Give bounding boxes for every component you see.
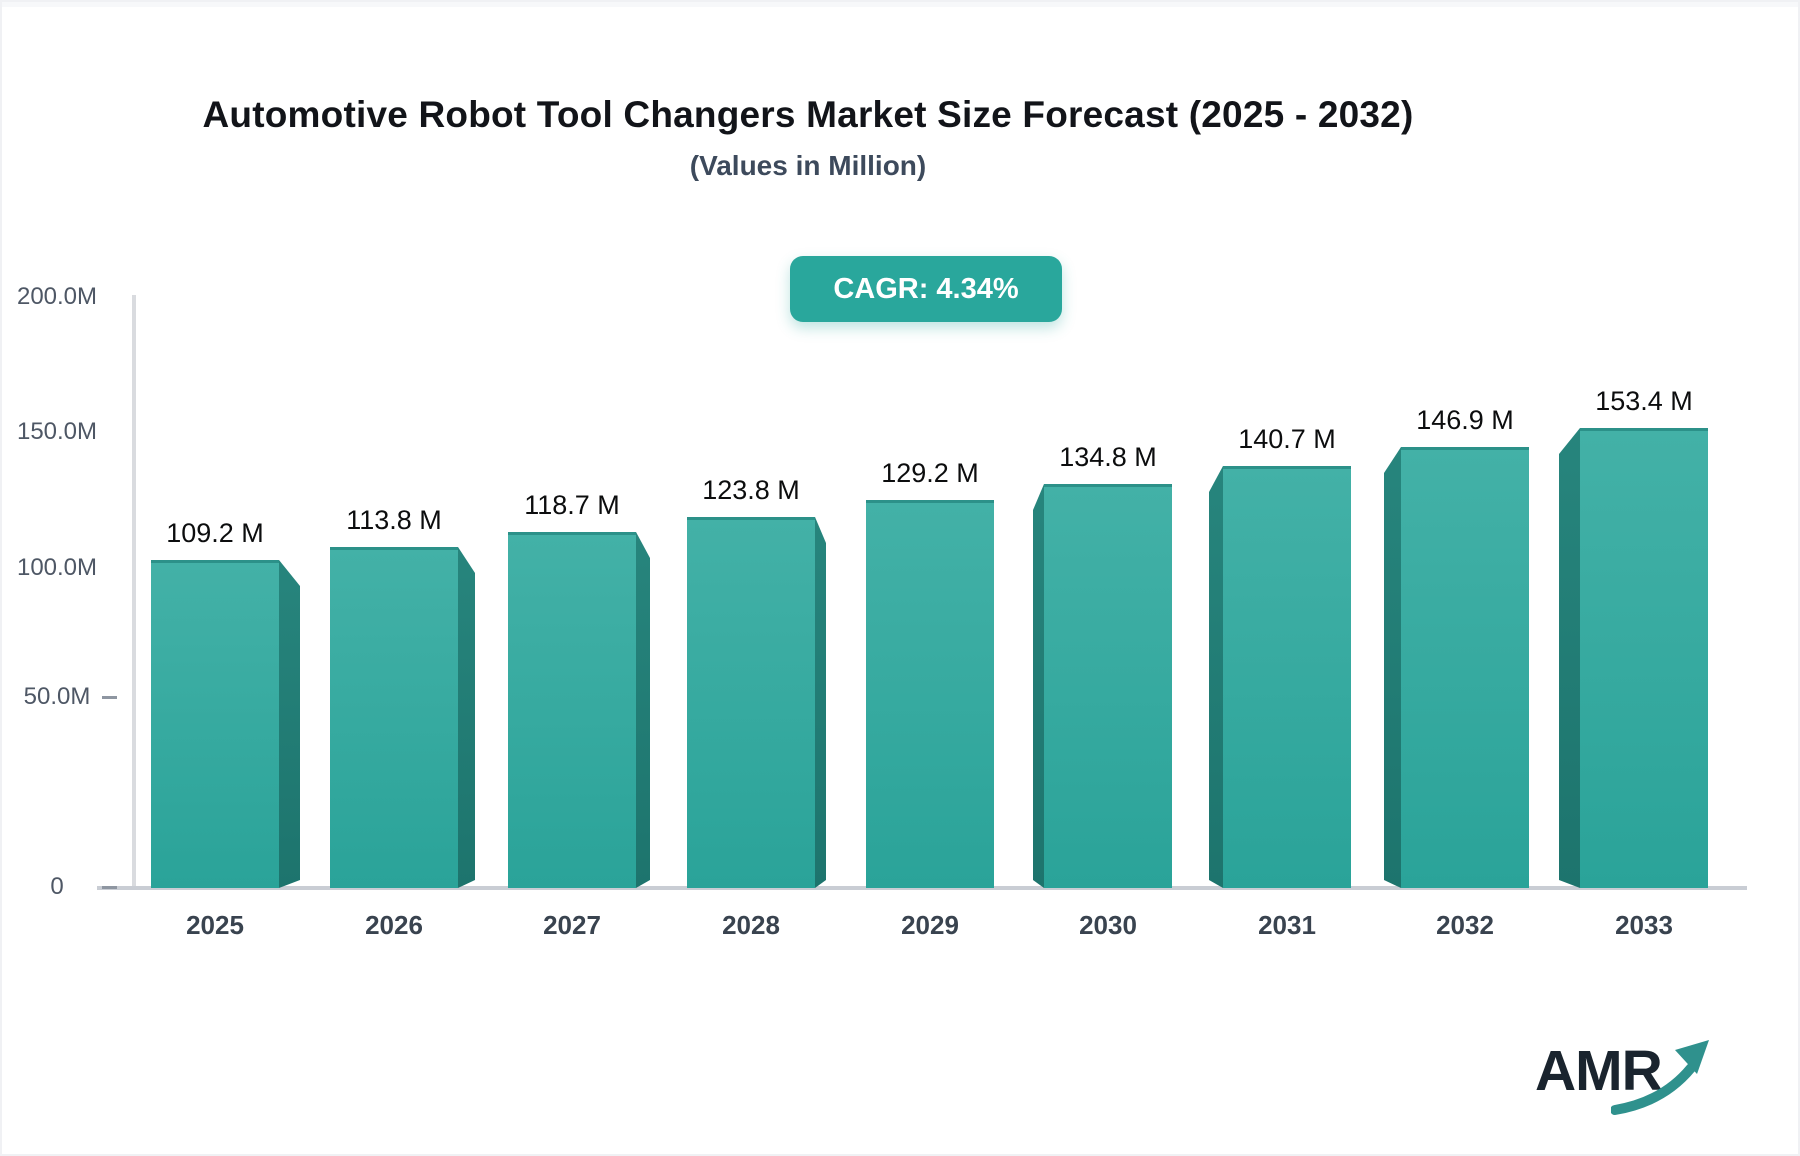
x-axis-label-2026: 2026 <box>365 910 423 940</box>
bar-face <box>1223 466 1351 888</box>
x-axis-label-2025: 2025 <box>186 910 244 940</box>
bar-face <box>1401 447 1529 888</box>
x-axis-label-2032: 2032 <box>1436 910 1494 940</box>
amr-logo-text: AMR <box>1535 1039 1663 1103</box>
x-axis-label-2028: 2028 <box>722 910 780 940</box>
x-axis-baseline <box>97 886 1747 890</box>
bar-2029: 129.2 M <box>866 458 994 888</box>
bar-2027: 118.7 M <box>508 490 636 888</box>
x-axis-label-2030: 2030 <box>1079 910 1137 940</box>
bar-side-3d <box>1209 466 1223 888</box>
cagr-badge: CAGR: 4.34% <box>790 256 1062 322</box>
bar-value-label: 109.2 M <box>166 518 264 548</box>
top-edge-strip <box>2 2 1798 7</box>
bar-value-label: 123.8 M <box>702 475 800 505</box>
bar-2031: 140.7 M <box>1223 424 1351 888</box>
y-axis-line <box>132 295 136 890</box>
bar-side-3d <box>815 517 826 888</box>
trend-up-arrow-icon <box>1611 1040 1709 1115</box>
y-axis-tick-label: 100.0M <box>16 554 98 581</box>
x-axis-label-2029: 2029 <box>901 910 959 940</box>
y-axis-tick-label: 200.0M <box>16 283 98 310</box>
bar-face <box>1044 484 1172 888</box>
bar-side-3d <box>636 532 650 888</box>
bar-2033: 153.4 M <box>1580 386 1708 888</box>
bar-side-3d <box>1384 447 1401 888</box>
bar-value-label: 118.7 M <box>524 490 620 520</box>
bar-2026: 113.8 M <box>330 505 458 888</box>
y-axis-tick-label: 50.0M <box>23 683 91 710</box>
bar-face <box>866 500 994 888</box>
bar-face <box>1580 428 1708 888</box>
bar-2032: 146.9 M <box>1401 405 1529 888</box>
bar-face <box>508 532 636 888</box>
y-axis-tick-label: 0 <box>50 873 64 900</box>
bar-value-label: 134.8 M <box>1059 442 1157 472</box>
chart-title: Automotive Robot Tool Changers Market Si… <box>202 94 1414 135</box>
bar-2028: 123.8 M <box>687 475 815 888</box>
y-axis-tick-mark <box>102 696 117 699</box>
bar-value-label: 140.7 M <box>1238 424 1336 454</box>
bar-2025: 109.2 M <box>151 518 279 888</box>
bar-face <box>151 560 279 888</box>
bar-value-label: 153.4 M <box>1595 386 1693 416</box>
bar-side-3d <box>1033 484 1044 888</box>
bar-face <box>330 547 458 888</box>
chart-subtitle: (Values in Million) <box>689 150 927 181</box>
y-axis-tick-label: 150.0M <box>16 418 98 445</box>
chart-header: Automotive Robot Tool Changers Market Si… <box>2 94 1614 182</box>
amr-logo: AMR <box>1535 1032 1715 1122</box>
bar-value-label: 146.9 M <box>1416 405 1514 435</box>
x-axis-label-2031: 2031 <box>1258 910 1316 940</box>
bar-value-label: 113.8 M <box>346 505 442 535</box>
y-axis-tick-mark <box>102 886 117 889</box>
bar-2030: 134.8 M <box>1044 442 1172 888</box>
x-axis-label-2033: 2033 <box>1615 910 1673 940</box>
bar-side-3d <box>458 547 475 888</box>
x-axis-label-2027: 2027 <box>543 910 601 940</box>
bar-value-label: 129.2 M <box>881 458 979 488</box>
bar-side-3d <box>279 560 300 888</box>
bar-face <box>687 517 815 888</box>
bar-side-3d <box>1559 428 1580 888</box>
